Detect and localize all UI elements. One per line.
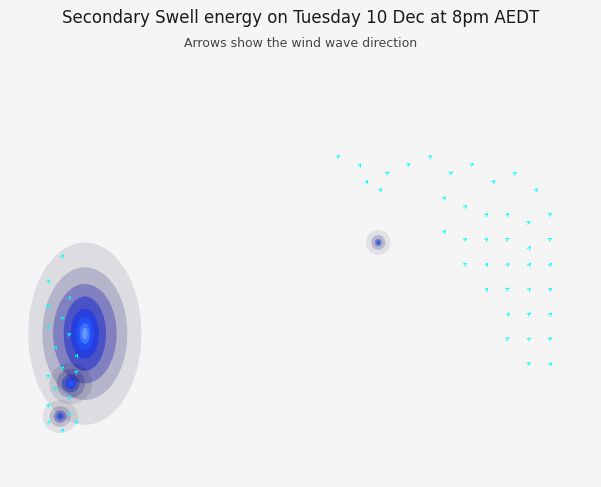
Ellipse shape: [375, 239, 382, 246]
Ellipse shape: [71, 309, 99, 358]
Ellipse shape: [53, 411, 67, 423]
Ellipse shape: [49, 363, 92, 404]
Ellipse shape: [68, 380, 73, 387]
Ellipse shape: [366, 230, 391, 255]
Ellipse shape: [66, 377, 76, 389]
Ellipse shape: [79, 323, 90, 344]
Ellipse shape: [62, 375, 79, 393]
Text: Secondary Swell energy on Tuesday 10 Dec at 8pm AEDT: Secondary Swell energy on Tuesday 10 Dec…: [62, 9, 539, 27]
Ellipse shape: [43, 400, 78, 433]
Ellipse shape: [28, 243, 141, 425]
Ellipse shape: [64, 297, 106, 371]
Ellipse shape: [76, 317, 94, 350]
Ellipse shape: [43, 267, 127, 400]
Ellipse shape: [53, 284, 117, 383]
Ellipse shape: [49, 406, 71, 427]
Ellipse shape: [371, 235, 385, 250]
Text: Arrows show the wind wave direction: Arrows show the wind wave direction: [184, 37, 417, 50]
Ellipse shape: [82, 328, 88, 339]
Ellipse shape: [376, 241, 380, 244]
Ellipse shape: [56, 413, 64, 420]
Ellipse shape: [56, 369, 85, 398]
Ellipse shape: [58, 414, 62, 419]
